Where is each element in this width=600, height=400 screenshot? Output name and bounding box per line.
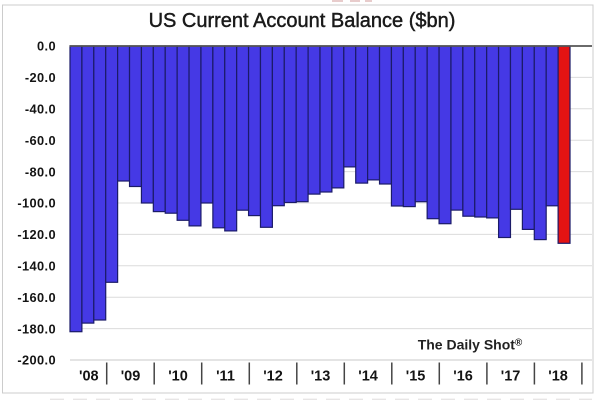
svg-text:'13: '13: [311, 369, 331, 385]
svg-text:-60.0: -60.0: [25, 133, 56, 148]
svg-text:-100.0: -100.0: [17, 196, 56, 211]
svg-text:'15: '15: [406, 369, 426, 385]
svg-text:The Daily Shot®: The Daily Shot®: [418, 337, 523, 353]
svg-text:'08: '08: [79, 369, 99, 385]
svg-text:'09: '09: [121, 369, 141, 385]
svg-text:-40.0: -40.0: [25, 102, 56, 117]
svg-text:'12: '12: [263, 369, 283, 385]
svg-text:-140.0: -140.0: [17, 259, 56, 274]
svg-text:'10: '10: [168, 369, 188, 385]
svg-text:'17: '17: [501, 369, 521, 385]
svg-text:US Current Account Balance ($b: US Current Account Balance ($bn): [149, 10, 456, 32]
svg-text:-180.0: -180.0: [17, 321, 56, 336]
svg-text:'14: '14: [358, 369, 378, 385]
svg-text:'16: '16: [453, 369, 473, 385]
svg-text:-120.0: -120.0: [17, 227, 56, 242]
svg-text:-20.0: -20.0: [25, 70, 56, 85]
svg-text:0.0: 0.0: [37, 39, 56, 54]
svg-text:'11: '11: [216, 369, 235, 385]
svg-text:-200.0: -200.0: [17, 353, 56, 368]
svg-text:-80.0: -80.0: [25, 164, 56, 179]
svg-text:-160.0: -160.0: [17, 290, 56, 305]
svg-text:'18: '18: [548, 369, 568, 385]
